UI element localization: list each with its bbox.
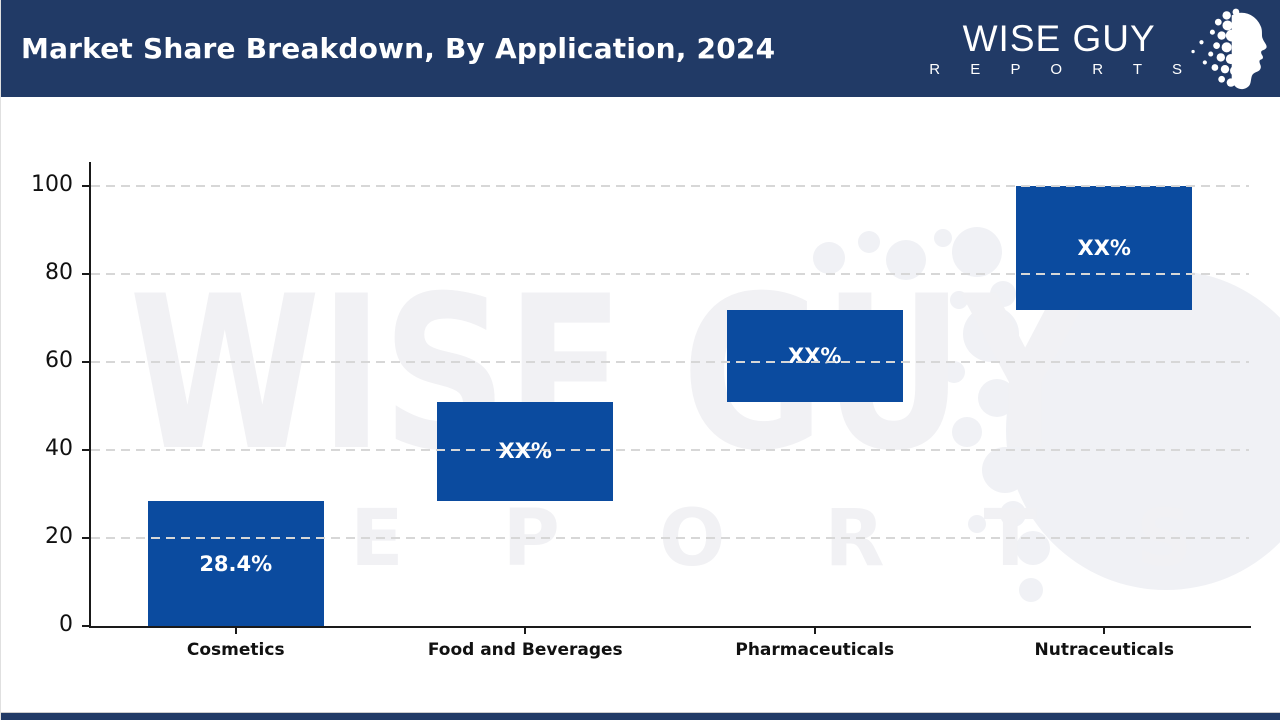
x-tick	[1103, 626, 1106, 634]
y-tick	[82, 361, 90, 363]
x-category-label: Food and Beverages	[427, 640, 623, 660]
footer-bar	[1, 712, 1280, 720]
bar-food-and-beverages: XX%	[437, 401, 614, 502]
page-title: Market Share Breakdown, By Application, …	[21, 32, 776, 65]
x-category-label: Nutraceuticals	[1034, 640, 1174, 660]
bar-value-label: XX%	[1077, 236, 1131, 261]
logo: WISE GUY R E P O R T S	[923, 4, 1267, 94]
y-tick	[82, 449, 90, 451]
y-tick-label: 0	[59, 612, 73, 637]
x-category-label: Cosmetics	[186, 640, 285, 660]
logo-wordmark-line2: R E P O R T S	[929, 60, 1195, 78]
bar-cosmetics: 28.4%	[147, 501, 324, 626]
gridline	[91, 361, 1249, 363]
bar-pharmaceuticals: XX%	[726, 310, 903, 402]
y-tick-label: 100	[31, 172, 73, 197]
bar-value-label: XX%	[788, 343, 842, 368]
x-category-label: Pharmaceuticals	[735, 640, 895, 660]
y-tick	[82, 537, 90, 539]
y-tick-label: 20	[45, 524, 73, 549]
logo-head-icon	[1191, 8, 1267, 90]
x-tick	[813, 626, 816, 634]
y-tick-label: 80	[45, 260, 73, 285]
bar-value-label: XX%	[498, 439, 552, 464]
bar-nutraceuticals: XX%	[1016, 186, 1193, 311]
y-tick-label: 60	[45, 348, 73, 373]
y-tick	[82, 625, 90, 627]
x-tick	[234, 626, 237, 634]
gridline	[91, 185, 1249, 187]
gridline	[91, 537, 1249, 539]
bar-value-label: 28.4%	[199, 551, 273, 576]
x-axis	[89, 626, 1251, 628]
y-tick-label: 40	[45, 436, 73, 461]
y-axis	[89, 162, 91, 628]
gridline	[91, 449, 1249, 451]
logo-wordmark-line1: WISE GUY	[962, 18, 1156, 60]
gridline	[91, 273, 1249, 275]
logo-wordmark: WISE GUY R E P O R T S	[923, 18, 1195, 78]
y-tick	[82, 185, 90, 187]
header: Market Share Breakdown, By Application, …	[1, 0, 1280, 97]
y-tick	[82, 273, 90, 275]
x-tick	[524, 626, 527, 634]
